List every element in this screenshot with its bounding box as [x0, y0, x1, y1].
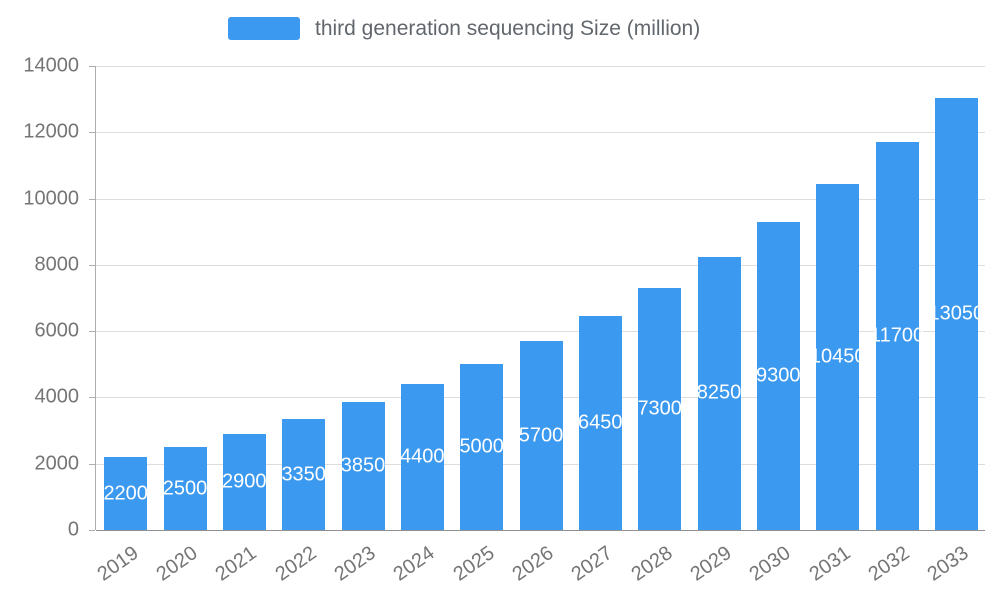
- bar-2030[interactable]: 9300: [756, 221, 801, 530]
- bar-2027[interactable]: 6450: [578, 316, 623, 530]
- x-tick-label-2023: 2023: [330, 542, 380, 586]
- bar-value-label: 4400: [400, 445, 445, 468]
- y-tick-label: 10000: [23, 187, 79, 210]
- y-tick-mark: [89, 264, 95, 266]
- y-tick-label: 0: [67, 518, 79, 541]
- bar-2024[interactable]: 4400: [400, 384, 445, 530]
- bar-2031[interactable]: 10450: [810, 183, 866, 530]
- x-tick-label-2019: 2019: [93, 542, 143, 586]
- bar-2021[interactable]: 2900: [222, 433, 267, 530]
- gridline: [96, 132, 985, 134]
- bar-value-label: 9300: [756, 364, 801, 387]
- bar-value-label: 2900: [222, 470, 267, 493]
- bar-2023[interactable]: 3850: [340, 402, 386, 530]
- x-tick-label-2026: 2026: [508, 542, 558, 586]
- bar-value-label: 11700: [869, 324, 925, 347]
- y-tick-mark: [89, 66, 95, 67]
- bar-value-label: 13050: [928, 302, 985, 325]
- x-tick-label-2024: 2024: [389, 542, 439, 586]
- bar-2029[interactable]: 8250: [696, 256, 742, 530]
- x-axis: 2019 2020 2021 2022 2023 2024 2025 2026 2027 2028…: [93, 534, 985, 594]
- gridline: [96, 331, 985, 333]
- bar-value-label: 5700: [518, 424, 564, 447]
- x-tick-label-2031: 2031: [805, 542, 855, 586]
- bar-value-label: 2200: [103, 482, 148, 505]
- x-tick-label-2029: 2029: [686, 542, 736, 586]
- y-tick-mark: [89, 463, 95, 465]
- bar-2033[interactable]: 13050: [928, 97, 984, 530]
- bar-value-label: 7300: [637, 397, 682, 420]
- bar-2020[interactable]: 2500: [162, 447, 208, 530]
- y-tick-label: 2000: [34, 452, 80, 475]
- x-tick-label-2032: 2032: [864, 542, 914, 586]
- y-tick-label: 6000: [34, 319, 80, 342]
- x-tick-label-2028: 2028: [627, 542, 677, 586]
- bar-2022[interactable]: 3350: [281, 419, 326, 530]
- y-tick-mark: [89, 530, 95, 531]
- y-tick-label: 12000: [23, 120, 79, 143]
- y-tick-label: 8000: [34, 253, 80, 276]
- y-axis: 0 2000 4000 6000 8000 10000 12000 14000: [0, 55, 95, 541]
- x-tick-label-2021: 2021: [211, 542, 261, 586]
- x-tick-label-2033: 2033: [923, 542, 973, 586]
- y-tick-mark: [89, 132, 95, 134]
- gridline: [96, 264, 985, 266]
- plot-area: 2200 2500 2900 3350 3850 4400 5000 5700 6450 7300…: [95, 66, 985, 531]
- bar-2028[interactable]: 7300: [637, 288, 682, 530]
- gridline: [96, 66, 985, 67]
- bar-2032[interactable]: 11700: [870, 142, 924, 530]
- bar-value-label: 6450: [578, 411, 623, 434]
- gridline: [96, 198, 985, 200]
- x-tick-label-2025: 2025: [449, 542, 499, 586]
- y-tick-label: 14000: [23, 54, 79, 77]
- bar-value-label: 10450: [809, 345, 866, 368]
- x-tick-label-2020: 2020: [152, 542, 202, 586]
- bar-value-label: 5000: [459, 435, 504, 458]
- x-tick-label-2030: 2030: [745, 542, 795, 586]
- x-tick-label-2022: 2022: [271, 542, 321, 586]
- bar-value-label: 3850: [340, 454, 386, 477]
- x-tick-label-2027: 2027: [567, 542, 617, 586]
- plot-wrap: 2200 2500 2900 3350 3850 4400 5000 5700 6450 7300…: [95, 66, 985, 531]
- y-tick-mark: [89, 397, 95, 399]
- y-tick-mark: [89, 198, 95, 200]
- x-axis-line: [96, 530, 985, 531]
- bar-2025[interactable]: 5000: [459, 364, 504, 530]
- legend-swatch: [228, 17, 300, 40]
- bar-value-label: 8250: [696, 381, 742, 404]
- bar-2019[interactable]: 2200: [103, 457, 148, 530]
- legend-label: third generation sequencing Size (millio…: [315, 17, 701, 40]
- bar-value-label: 2500: [162, 477, 208, 500]
- legend[interactable]: third generation sequencing Size (millio…: [228, 17, 700, 40]
- bar-2026[interactable]: 5700: [518, 341, 564, 530]
- bar-value-label: 3350: [281, 463, 326, 485]
- y-tick-mark: [89, 331, 95, 333]
- y-tick-label: 4000: [34, 385, 80, 408]
